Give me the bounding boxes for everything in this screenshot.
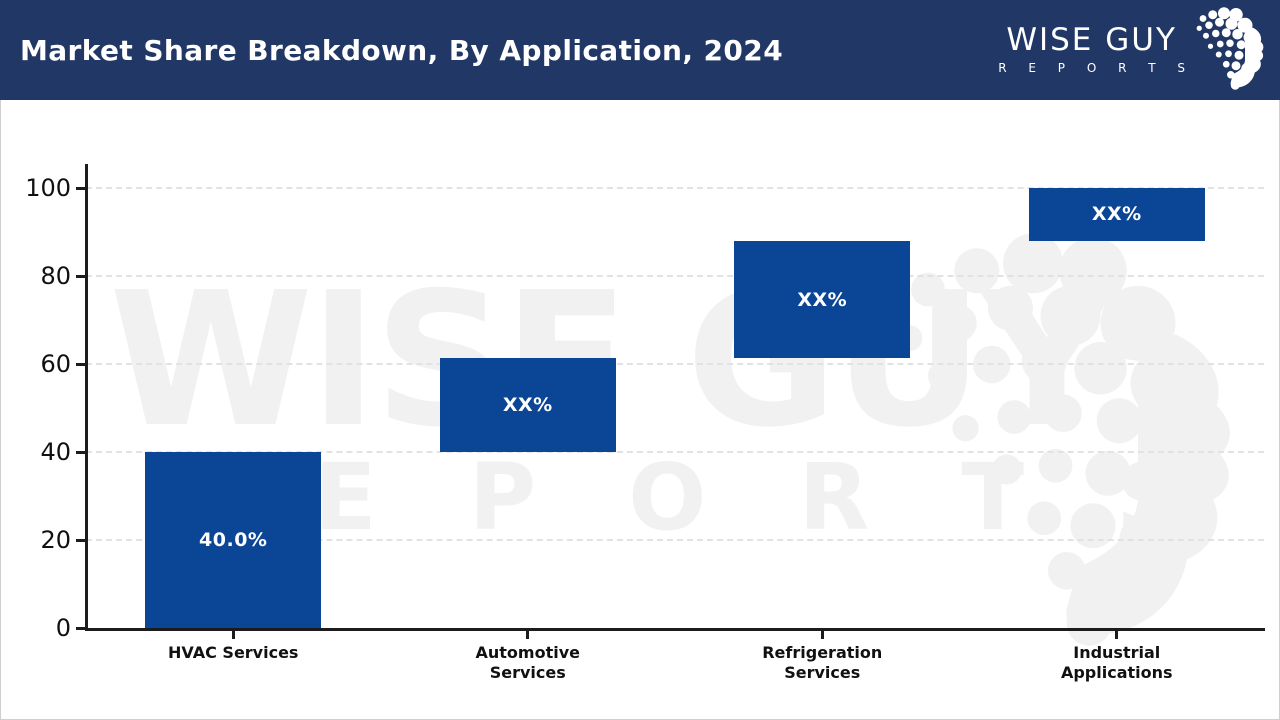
- x-axis-tick: [1115, 631, 1119, 639]
- category-label: Industrial Applications: [1060, 643, 1173, 682]
- gridline: [86, 363, 1264, 365]
- bar-value-label: XX%: [1091, 203, 1142, 226]
- x-axis: [85, 628, 1265, 631]
- brand-name: WISE GUY: [1006, 22, 1177, 58]
- y-tick-label: 100: [25, 174, 71, 202]
- category-label: HVAC Services: [168, 643, 299, 662]
- y-axis-tick: [76, 187, 86, 190]
- x-axis-tick: [820, 631, 824, 639]
- y-axis-tick: [76, 275, 86, 278]
- bar-3: XX%: [734, 240, 911, 359]
- y-tick-label: 20: [40, 526, 71, 554]
- y-tick-label: 80: [40, 262, 71, 290]
- y-axis-tick: [76, 627, 86, 630]
- gridline: [86, 187, 1264, 189]
- bar-value-label: XX%: [797, 288, 848, 311]
- y-tick-label: 40: [40, 438, 71, 466]
- logo-head-icon: [1196, 7, 1264, 90]
- gridline: [86, 539, 1264, 541]
- brand-logo: WISE GUY R E P O R T S: [989, 7, 1280, 93]
- header-bar: Market Share Breakdown, By Application, …: [0, 0, 1280, 100]
- y-axis-tick: [76, 451, 86, 454]
- y-tick-label: 0: [55, 614, 71, 642]
- x-axis-tick: [526, 631, 530, 639]
- y-axis: [85, 163, 88, 631]
- chart-panel: WISE GUY R E P O R T S 0 20 40 60 80 100 40.0%…: [0, 100, 1280, 720]
- brand-subname: R E P O R T S: [998, 61, 1194, 75]
- category-label: Refrigeration Services: [762, 643, 883, 682]
- bar-value-label: XX%: [502, 394, 553, 417]
- y-axis-tick: [76, 363, 86, 366]
- page-title: Market Share Breakdown, By Application, …: [20, 33, 784, 67]
- x-axis-tick: [231, 631, 235, 639]
- plot-area: 0 20 40 60 80 100 40.0% HVAC Services XX% Automot…: [1, 100, 1279, 719]
- gridline: [86, 275, 1264, 277]
- category-label: Automotive Services: [475, 643, 581, 682]
- y-axis-tick: [76, 539, 86, 542]
- bar-4: XX%: [1028, 188, 1205, 241]
- bar-2: XX%: [439, 358, 616, 452]
- gridline: [86, 451, 1264, 453]
- bar-value-label: 40.0%: [199, 529, 268, 551]
- y-tick-label: 60: [40, 350, 71, 378]
- bar-1: 40.0%: [145, 452, 322, 628]
